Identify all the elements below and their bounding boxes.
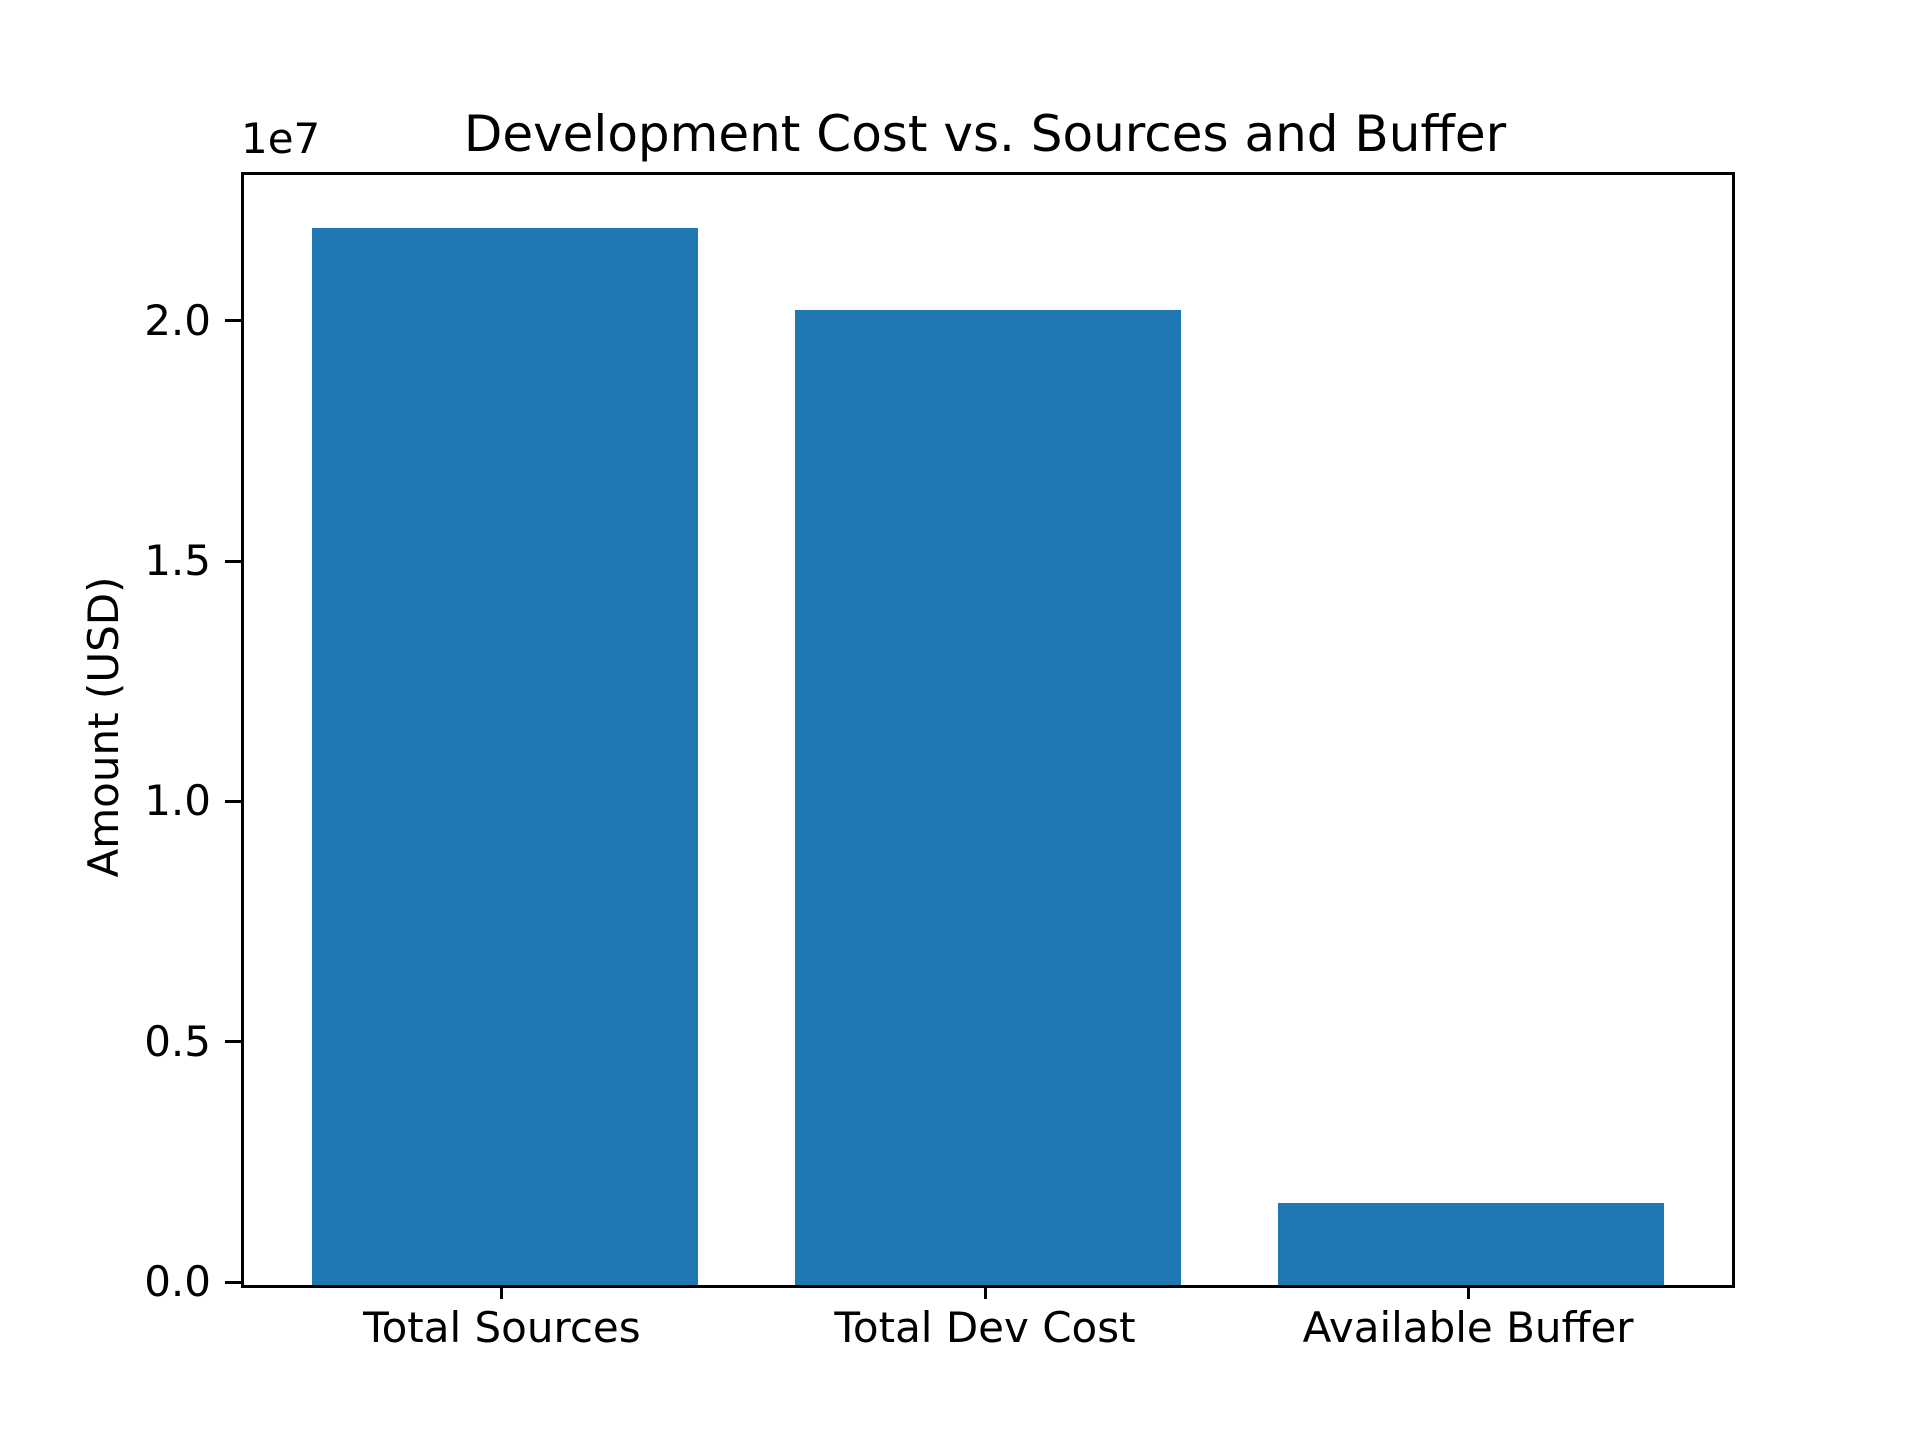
plot-area <box>241 172 1735 1288</box>
y-tick-label: 0.5 <box>144 1016 211 1066</box>
y-tick-mark <box>225 1280 241 1284</box>
chart-title: Development Cost vs. Sources and Buffer <box>463 105 1507 163</box>
y-tick-label: 1.0 <box>144 776 211 826</box>
y-tick-label: 1.5 <box>144 536 211 586</box>
bar-total-sources <box>311 227 699 1285</box>
y-tick-mark <box>225 559 241 563</box>
y-tick-mark <box>225 1040 241 1044</box>
y-axis-scale-offset-label: 1e7 <box>241 114 321 163</box>
x-tick-mark <box>1466 1285 1470 1299</box>
bar-total-dev-cost <box>794 309 1182 1285</box>
x-tick-label: Total Sources <box>363 1303 641 1352</box>
x-tick-mark <box>500 1285 504 1299</box>
y-tick-mark <box>225 319 241 323</box>
x-tick-label: Available Buffer <box>1302 1303 1634 1352</box>
x-tick-label: Total Dev Cost <box>834 1303 1136 1352</box>
y-axis-label: Amount (USD) <box>79 576 128 878</box>
x-tick-mark <box>983 1285 987 1299</box>
y-tick-mark <box>225 799 241 803</box>
y-tick-label: 2.0 <box>144 295 211 345</box>
bar-available-buffer <box>1277 1203 1665 1285</box>
y-tick-label: 0.0 <box>144 1257 211 1306</box>
